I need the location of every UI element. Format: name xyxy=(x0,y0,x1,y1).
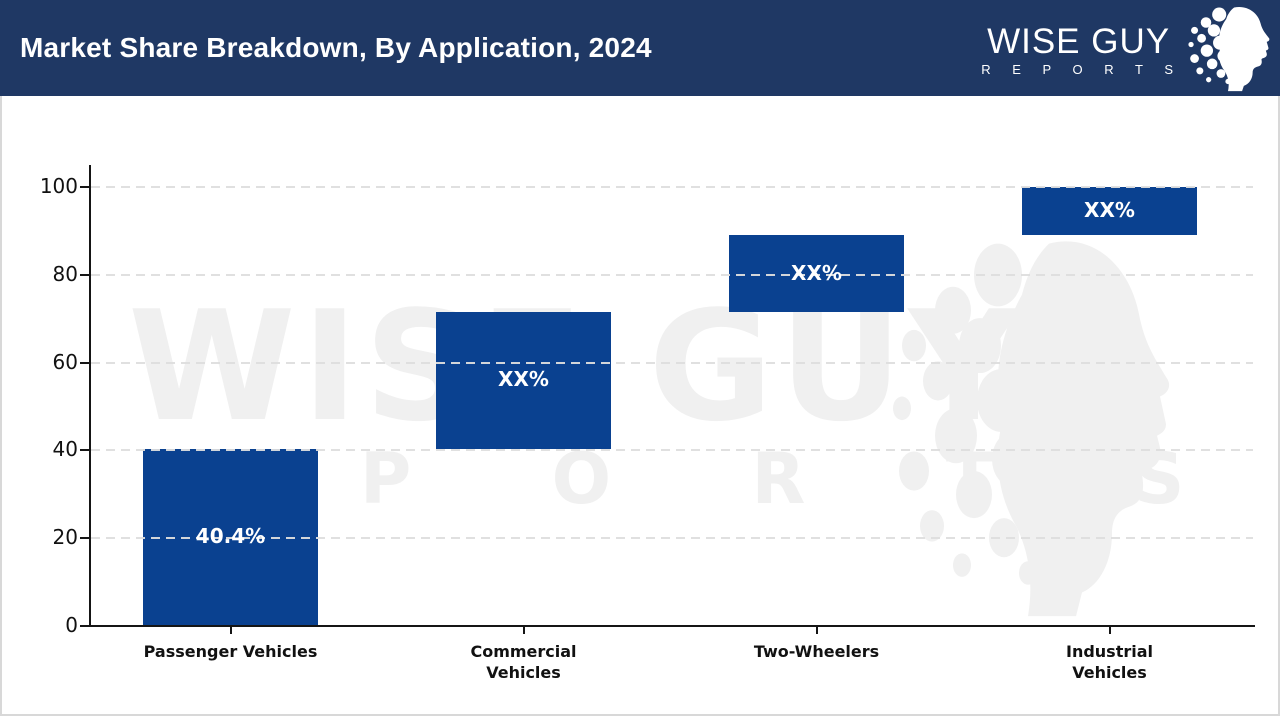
x-axis-line xyxy=(89,625,1255,627)
y-tick-label: 20 xyxy=(52,525,78,550)
x-category-label: Two-Wheelers xyxy=(753,642,880,661)
bar-value-label: XX% xyxy=(791,260,842,285)
header-bar: Market Share Breakdown, By Application, … xyxy=(0,0,1280,96)
brand-name: WISE GUY xyxy=(987,22,1171,61)
brand-logo-text: WISE GUY R E P O R T S xyxy=(975,24,1182,76)
bar xyxy=(729,235,904,313)
dotted-head-icon xyxy=(1184,4,1272,96)
bar-value-label: 40.4% xyxy=(195,524,266,549)
gridline xyxy=(91,273,1253,276)
gridline xyxy=(91,537,1253,540)
y-tick-mark xyxy=(80,186,90,188)
gridline xyxy=(91,186,1253,188)
y-axis-line xyxy=(89,165,91,627)
gridline xyxy=(91,449,1253,452)
y-tick-label: 40 xyxy=(52,437,78,462)
x-category-label: Commercial Vehicles xyxy=(470,642,577,682)
gridline xyxy=(91,361,1253,364)
bar-value-label: XX% xyxy=(1084,198,1135,223)
x-tick-mark xyxy=(229,627,232,634)
y-tick-label: 60 xyxy=(52,349,78,374)
x-category-label: Industrial Vehicles xyxy=(1065,642,1153,682)
bar-value-label: XX% xyxy=(498,367,549,392)
y-tick-label: 0 xyxy=(65,613,78,637)
plot-frame xyxy=(0,96,1280,716)
y-tick-label: 100 xyxy=(39,174,78,198)
y-tick-mark xyxy=(80,273,90,276)
page-title: Market Share Breakdown, By Application, … xyxy=(20,32,652,63)
bar xyxy=(436,312,611,449)
x-tick-mark xyxy=(1108,627,1111,634)
y-tick-mark xyxy=(80,361,90,364)
y-tick-label: 80 xyxy=(52,261,78,286)
brand-subname: R E P O R T S xyxy=(981,62,1182,77)
x-tick-mark xyxy=(815,627,818,634)
x-tick-mark xyxy=(522,627,525,634)
x-category-label: Passenger Vehicles xyxy=(143,642,318,661)
watermark-head-icon xyxy=(878,228,1178,624)
y-tick-mark xyxy=(80,537,90,540)
brand-logo: WISE GUY R E P O R T S xyxy=(975,4,1272,96)
y-tick-mark xyxy=(80,449,90,452)
bar xyxy=(1022,187,1197,236)
y-tick-mark xyxy=(80,625,90,627)
